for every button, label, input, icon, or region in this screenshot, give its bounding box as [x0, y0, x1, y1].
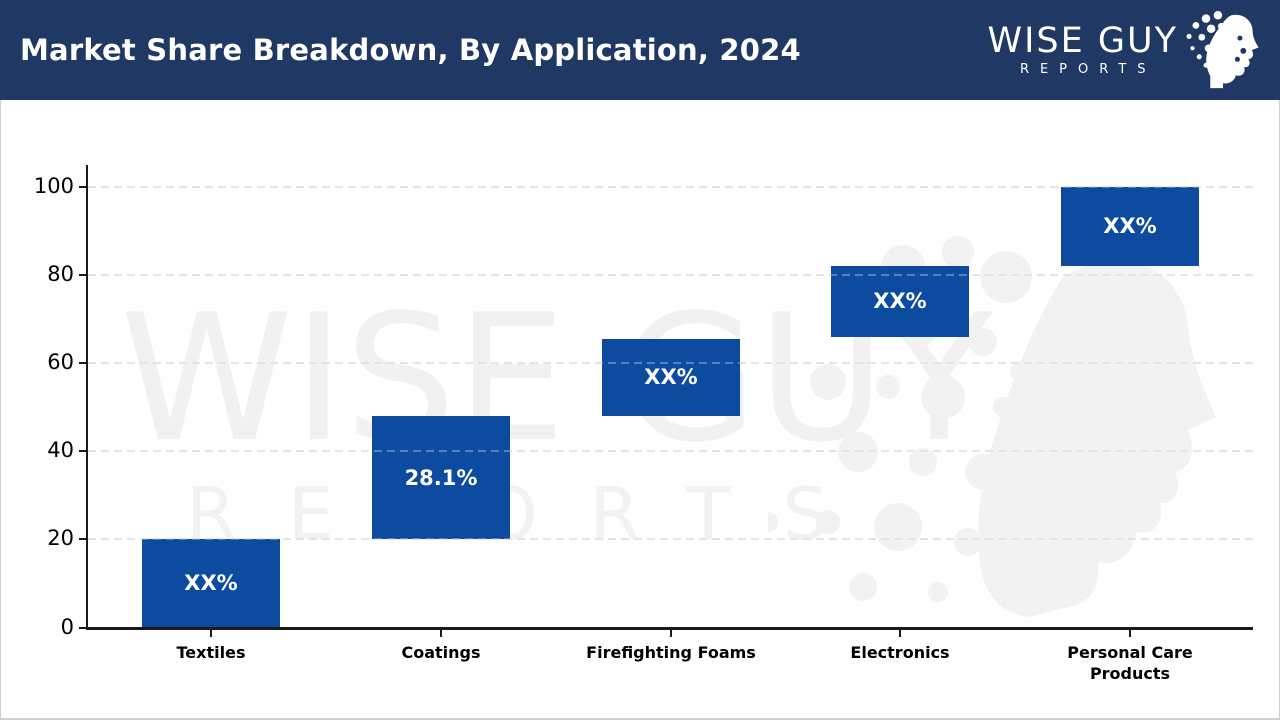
header-bar: Market Share Breakdown, By Application, …	[0, 0, 1280, 100]
chart-area	[0, 100, 1280, 718]
logo-text: WISE GUY REPORTS	[987, 21, 1178, 77]
wiseguy-logo: WISE GUY REPORTS	[987, 8, 1262, 92]
logo-wordmark: WISE GUY	[987, 21, 1178, 61]
chart-title: Market Share Breakdown, By Application, …	[20, 33, 801, 67]
logo-subtitle: REPORTS	[1019, 62, 1157, 77]
logo-face-icon	[1186, 11, 1259, 89]
